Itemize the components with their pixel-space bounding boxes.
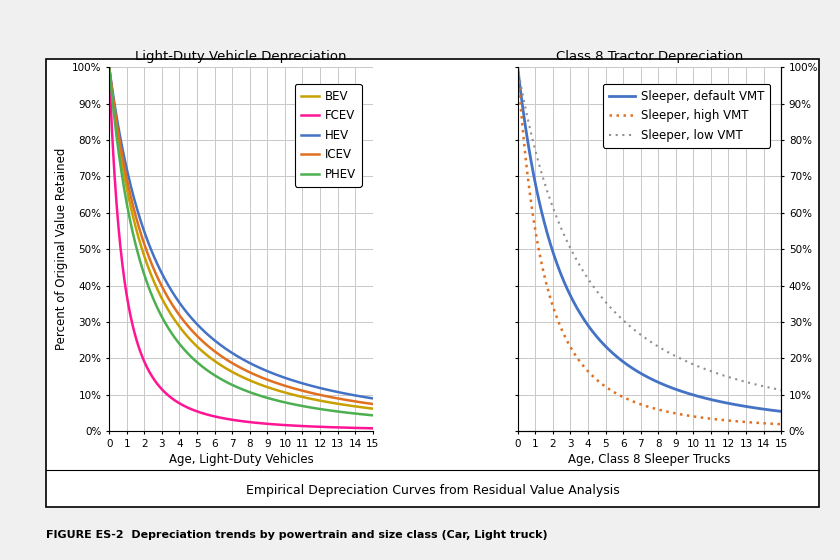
- ICEV: [136, 230, 146, 237]
- ICEV: [294, 386, 304, 393]
- Sleeper, high VMT: [776, 421, 786, 428]
- PHEV: [296, 402, 306, 409]
- Sleeper, high VMT: [679, 412, 689, 418]
- Sleeper, low VMT: [512, 64, 522, 71]
- PHEV: [136, 260, 146, 267]
- BEV: [208, 357, 218, 363]
- Sleeper, default VMT: [617, 357, 627, 364]
- PHEV: [208, 371, 218, 378]
- Title: Light-Duty Vehicle Depreciation: Light-Duty Vehicle Depreciation: [135, 50, 347, 63]
- Sleeper, default VMT: [704, 396, 714, 403]
- Sleeper, low VMT: [544, 194, 554, 201]
- PHEV: [104, 64, 114, 71]
- Line: HEV: HEV: [109, 67, 373, 398]
- Sleeper, default VMT: [776, 408, 786, 415]
- FCEV: [296, 423, 306, 430]
- Sleeper, high VMT: [544, 291, 554, 298]
- Line: FCEV: FCEV: [109, 67, 373, 428]
- Sleeper, default VMT: [598, 341, 608, 348]
- FCEV: [190, 407, 200, 414]
- ICEV: [104, 64, 114, 71]
- Line: Sleeper, high VMT: Sleeper, high VMT: [517, 67, 781, 424]
- Text: FIGURE ES-2  Depreciation trends by powertrain and size class (Car, Light truck): FIGURE ES-2 Depreciation trends by power…: [46, 530, 548, 540]
- Sleeper, high VMT: [704, 415, 714, 422]
- X-axis label: Age, Class 8 Sleeper Trucks: Age, Class 8 Sleeper Trucks: [568, 453, 731, 466]
- HEV: [104, 64, 114, 71]
- HEV: [208, 336, 218, 343]
- FCEV: [270, 421, 280, 428]
- Sleeper, low VMT: [704, 367, 714, 374]
- BEV: [296, 393, 306, 400]
- FCEV: [136, 350, 146, 357]
- Sleeper, low VMT: [703, 367, 713, 374]
- Sleeper, high VMT: [598, 382, 608, 389]
- X-axis label: Age, Light-Duty Vehicles: Age, Light-Duty Vehicles: [169, 453, 313, 466]
- Line: ICEV: ICEV: [109, 67, 373, 404]
- HEV: [296, 380, 306, 386]
- Sleeper, low VMT: [598, 296, 608, 303]
- Sleeper, high VMT: [703, 415, 713, 422]
- Title: Class 8 Tractor Depreciation: Class 8 Tractor Depreciation: [556, 50, 743, 63]
- Line: Sleeper, low VMT: Sleeper, low VMT: [517, 67, 781, 390]
- Sleeper, low VMT: [776, 387, 786, 394]
- BEV: [190, 341, 200, 348]
- FCEV: [294, 423, 304, 430]
- BEV: [136, 242, 146, 249]
- HEV: [294, 379, 304, 386]
- Y-axis label: Percent of Original Value Retained: Percent of Original Value Retained: [55, 148, 68, 351]
- PHEV: [190, 357, 200, 364]
- BEV: [294, 393, 304, 400]
- BEV: [270, 386, 280, 393]
- Line: BEV: BEV: [109, 67, 373, 409]
- Sleeper, default VMT: [512, 64, 522, 71]
- Text: Empirical Depreciation Curves from Residual Value Analysis: Empirical Depreciation Curves from Resid…: [246, 484, 619, 497]
- ICEV: [208, 347, 218, 354]
- ICEV: [296, 387, 306, 394]
- PHEV: [368, 412, 378, 419]
- BEV: [368, 405, 378, 412]
- ICEV: [368, 400, 378, 407]
- FCEV: [368, 425, 378, 432]
- BEV: [104, 64, 114, 71]
- Sleeper, default VMT: [679, 389, 689, 395]
- ICEV: [270, 379, 280, 386]
- Sleeper, low VMT: [617, 316, 627, 323]
- Line: Sleeper, default VMT: Sleeper, default VMT: [517, 67, 781, 412]
- PHEV: [294, 402, 304, 409]
- HEV: [136, 218, 146, 225]
- FCEV: [208, 413, 218, 419]
- Sleeper, high VMT: [512, 64, 522, 71]
- HEV: [190, 319, 200, 325]
- Legend: Sleeper, default VMT, Sleeper, high VMT, Sleeper, low VMT: Sleeper, default VMT, Sleeper, high VMT,…: [603, 84, 770, 148]
- Sleeper, high VMT: [617, 393, 627, 400]
- HEV: [368, 395, 378, 402]
- Sleeper, default VMT: [544, 237, 554, 244]
- Sleeper, low VMT: [679, 357, 689, 363]
- Sleeper, default VMT: [703, 395, 713, 402]
- ICEV: [190, 330, 200, 337]
- Line: PHEV: PHEV: [109, 67, 373, 416]
- HEV: [270, 371, 280, 377]
- PHEV: [270, 396, 280, 403]
- FCEV: [104, 64, 114, 71]
- Legend: BEV, FCEV, HEV, ICEV, PHEV: BEV, FCEV, HEV, ICEV, PHEV: [295, 84, 361, 187]
